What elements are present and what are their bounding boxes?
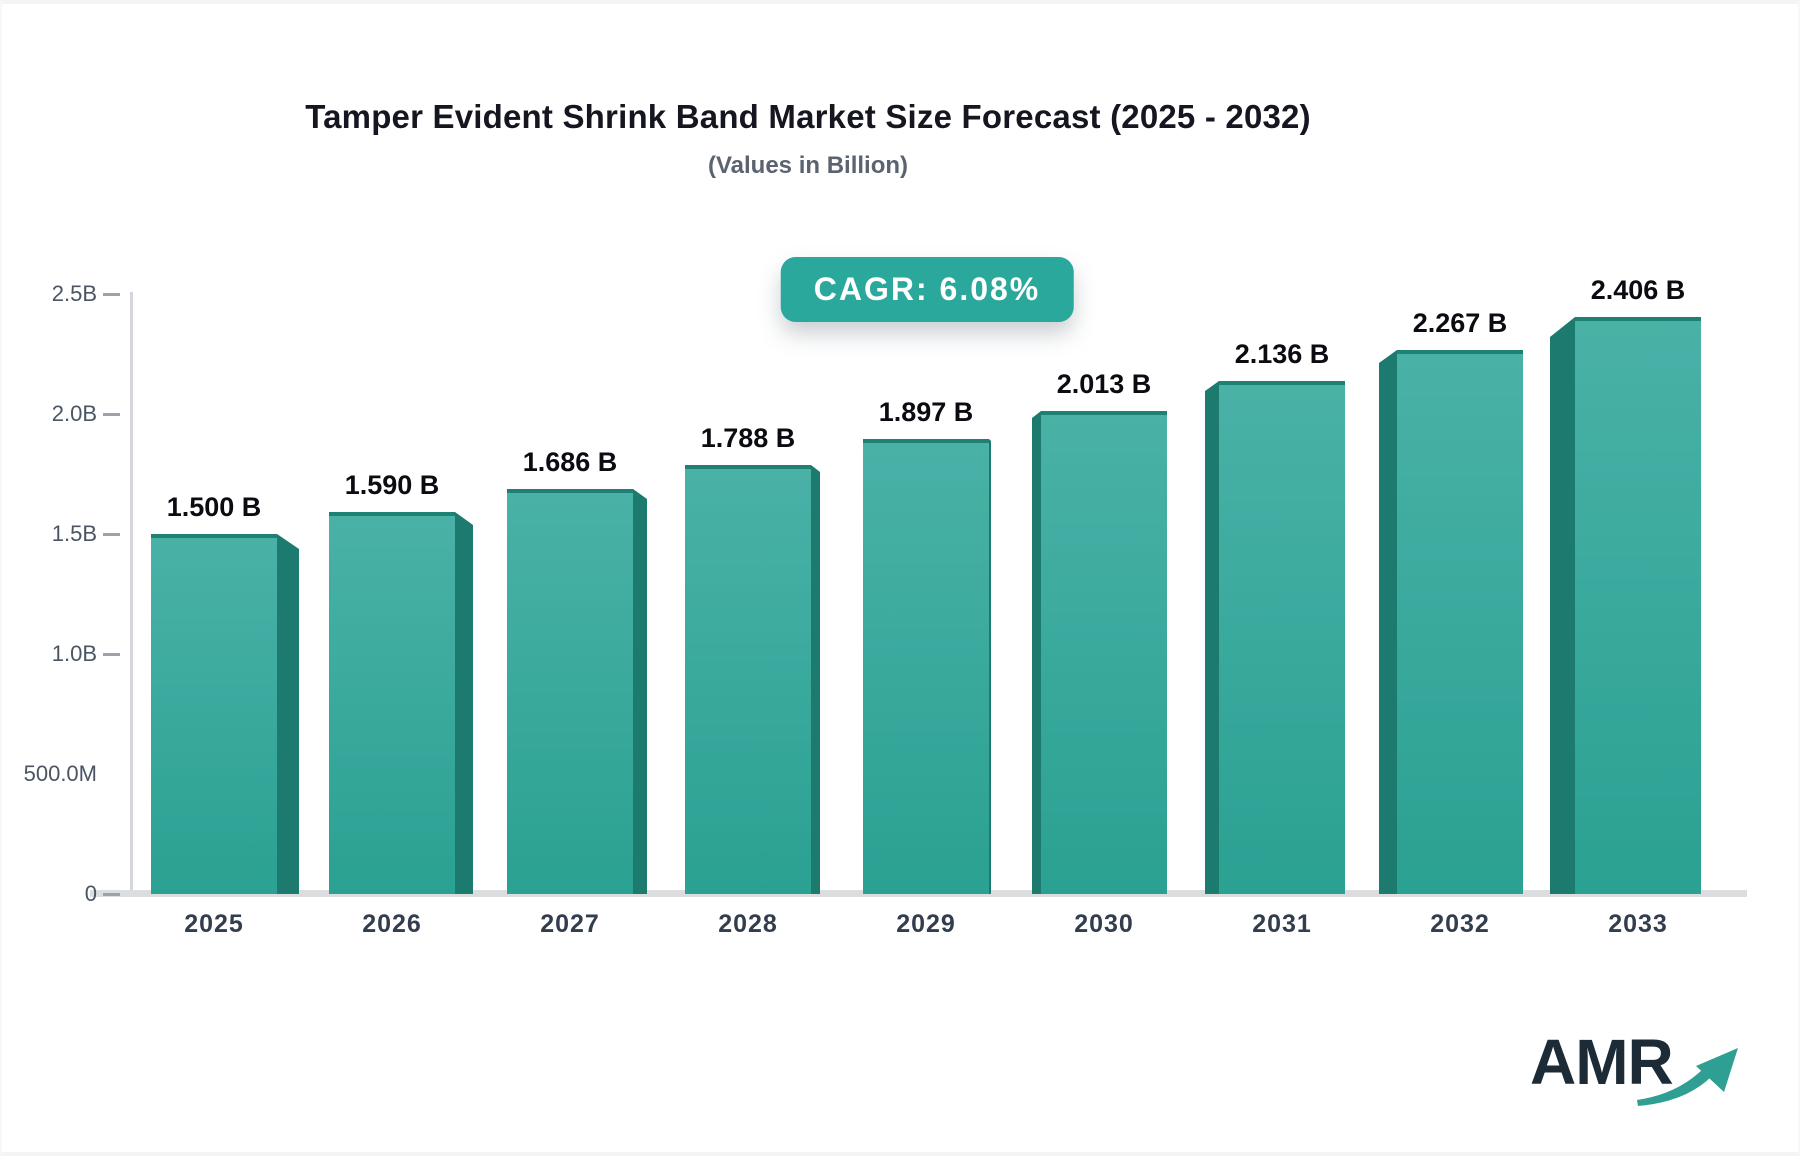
amr-logo-text: AMR (1530, 1026, 1674, 1098)
y-tick-mark (103, 293, 120, 296)
bar-side-face-2025 (277, 534, 299, 894)
x-tick-label-2028: 2028 (718, 910, 778, 938)
x-tick-label-2032: 2032 (1430, 910, 1490, 938)
bar-side-face-2028 (811, 465, 820, 894)
x-tick-label-2026: 2026 (362, 910, 422, 938)
amr-logo: AMR (1530, 1022, 1745, 1117)
chart-title: Tamper Evident Shrink Band Market Size F… (305, 98, 1311, 135)
bar-2028[interactable] (685, 465, 811, 894)
bar-value-label-2032: 2.267 B (1412, 308, 1508, 338)
x-tick-label-2031: 2031 (1252, 910, 1312, 938)
bar-side-face-2029 (989, 439, 991, 894)
x-tick-label-2033: 2033 (1608, 910, 1668, 938)
y-tick-label: 2.0B (51, 401, 97, 426)
bar-value-label-2027: 1.686 B (522, 447, 618, 477)
chart-subtitle: (Values in Billion) (707, 152, 909, 179)
bar-value-label-2026: 1.590 B (344, 470, 440, 500)
bar-side-face-2026 (455, 512, 473, 894)
y-tick-label: 2.5B (51, 281, 97, 306)
y-tick-label: 1.5B (51, 521, 97, 546)
bar-side-face-2032 (1379, 350, 1397, 894)
growth-arrow-icon (1637, 1048, 1738, 1106)
bar-value-label-2033: 2.406 B (1590, 275, 1686, 305)
bar-2033[interactable] (1575, 317, 1701, 894)
x-tick-label-2025: 2025 (184, 910, 244, 938)
bar-side-face-2031 (1205, 381, 1219, 894)
bar-2026[interactable] (329, 512, 455, 894)
bar-value-label-2025: 1.500 B (166, 492, 262, 522)
y-tick-mark (103, 413, 120, 416)
bar-2030[interactable] (1041, 411, 1167, 894)
bar-2032[interactable] (1397, 350, 1523, 894)
bar-side-face-2027 (633, 489, 647, 894)
bar-2027[interactable] (507, 489, 633, 894)
bar-value-label-2031: 2.136 B (1234, 339, 1330, 369)
y-tick-mark (103, 653, 120, 656)
bar-value-label-2029: 1.897 B (878, 397, 974, 427)
cagr-badge: CAGR: 6.08% (780, 257, 1074, 322)
bar-2031[interactable] (1219, 381, 1345, 894)
y-tick-mark (103, 533, 120, 536)
y-tick-label: 1.0B (51, 641, 97, 666)
y-axis-line (130, 292, 133, 896)
x-tick-label-2029: 2029 (896, 910, 956, 938)
bar-2025[interactable] (151, 534, 277, 894)
bar-2029[interactable] (863, 439, 989, 894)
bar-side-face-2030 (1032, 411, 1041, 894)
bar-value-label-2030: 2.013 B (1056, 369, 1152, 399)
x-tick-label-2027: 2027 (540, 910, 600, 938)
y-tick-mark (103, 893, 120, 896)
y-tick-label: 0 (84, 881, 97, 906)
x-tick-label-2030: 2030 (1074, 910, 1134, 938)
bar-side-face-2033 (1550, 317, 1575, 894)
y-tick-label: 500.0M (23, 761, 97, 786)
bar-value-label-2028: 1.788 B (700, 423, 796, 453)
